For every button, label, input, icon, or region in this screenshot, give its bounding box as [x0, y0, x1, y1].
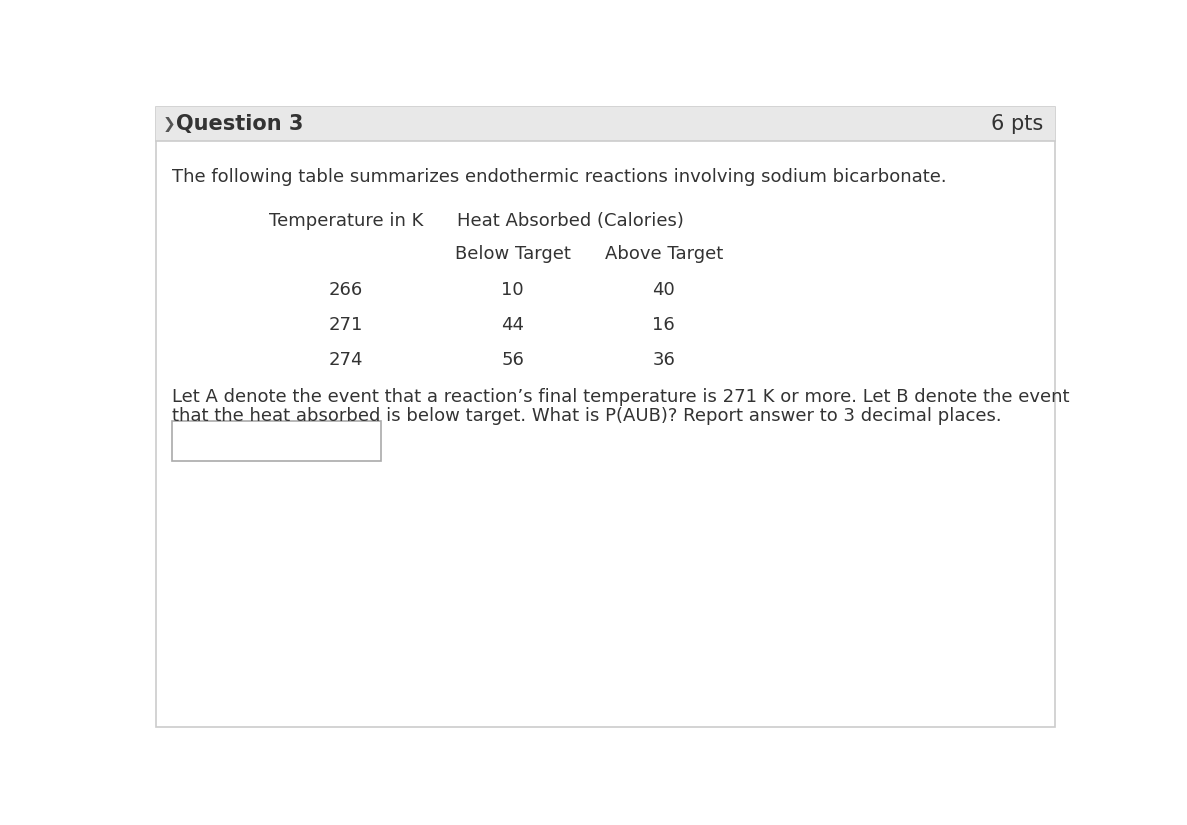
- Text: Let A denote the event that a reaction’s final temperature is 271 K or more. Let: Let A denote the event that a reaction’s…: [172, 388, 1069, 406]
- Text: 56: 56: [501, 351, 525, 369]
- Text: Below Target: Below Target: [455, 245, 571, 263]
- FancyBboxPatch shape: [157, 106, 1055, 727]
- Text: 44: 44: [501, 316, 525, 334]
- Text: ❯: ❯: [163, 116, 174, 131]
- Text: 274: 274: [329, 351, 363, 369]
- Text: Heat Absorbed (Calories): Heat Absorbed (Calories): [457, 212, 684, 230]
- Text: 271: 271: [329, 316, 363, 334]
- Text: that the heat absorbed is below target. What is P(AUB)? Report answer to 3 decim: that the heat absorbed is below target. …: [172, 407, 1002, 425]
- FancyBboxPatch shape: [157, 106, 1055, 141]
- Text: Question 3: Question 3: [176, 114, 303, 134]
- Text: 6 pts: 6 pts: [991, 114, 1043, 134]
- FancyBboxPatch shape: [172, 421, 381, 461]
- Text: 36: 36: [653, 351, 675, 369]
- Text: Above Target: Above Target: [604, 245, 723, 263]
- Text: 266: 266: [329, 281, 363, 299]
- Text: 40: 40: [653, 281, 675, 299]
- Text: 10: 10: [501, 281, 523, 299]
- Text: Temperature in K: Temperature in K: [268, 212, 424, 230]
- Text: The following table summarizes endothermic reactions involving sodium bicarbonat: The following table summarizes endotherm…: [172, 168, 946, 186]
- Text: 16: 16: [653, 316, 675, 334]
